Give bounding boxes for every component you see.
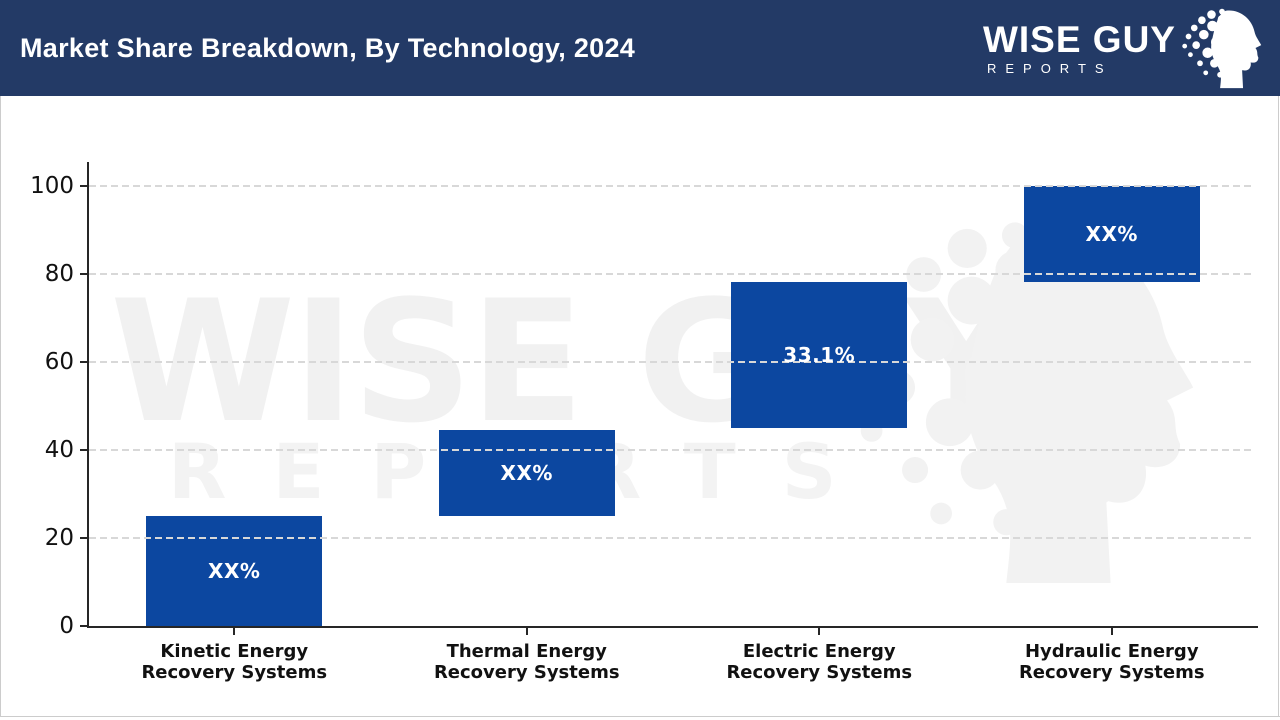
- logo-text: WISE GUY REPORTS: [983, 21, 1176, 75]
- y-tick-label: 80: [44, 261, 74, 287]
- x-category-label: Thermal Energy Recovery Systems: [381, 641, 673, 683]
- x-category-label-line: Recovery Systems: [1018, 662, 1205, 683]
- logo-subtext: REPORTS: [986, 61, 1113, 76]
- x-category-label: Kinetic Energy Recovery Systems: [88, 641, 380, 683]
- x-category-label-line: Recovery Systems: [141, 662, 328, 683]
- x-category-label-line: Electric Energy: [742, 641, 896, 662]
- y-tick-mark: [80, 625, 88, 627]
- bar-3: [731, 282, 908, 428]
- border-right: [1278, 96, 1279, 717]
- y-tick-label: 100: [30, 173, 74, 199]
- y-tick-mark: [80, 185, 88, 187]
- x-category-label-line: Hydraulic Energy: [1024, 641, 1199, 662]
- x-category-label-line: Recovery Systems: [726, 662, 913, 683]
- watermark-head-icon: [834, 222, 1194, 583]
- x-tick-mark: [818, 626, 821, 635]
- wiseguy-logo: WISE GUY REPORTS: [983, 7, 1266, 89]
- x-category-label: Electric Energy Recovery Systems: [673, 641, 965, 683]
- x-tick-mark: [1110, 626, 1113, 635]
- wiseguy-head-icon: [1182, 8, 1262, 89]
- x-category-label-line: Thermal Energy: [446, 641, 607, 662]
- y-tick-label: 40: [44, 437, 74, 463]
- gridline-20: [89, 537, 1252, 539]
- gridline-80: [89, 273, 1252, 275]
- y-tick-label: 0: [59, 613, 74, 639]
- bar-4: [1023, 186, 1200, 283]
- bar-2: [438, 430, 615, 516]
- x-tick-mark: [525, 626, 528, 635]
- y-tick-mark: [80, 537, 88, 539]
- border-left: [0, 96, 1, 717]
- chart-canvas: WISE GUY REPORTS 020406080100XX%Kinetic …: [0, 96, 1280, 720]
- y-tick-mark: [80, 273, 88, 275]
- bar-value-label: XX%: [208, 559, 261, 583]
- y-tick-label: 20: [44, 525, 74, 551]
- x-category-label-line: Recovery Systems: [433, 662, 620, 683]
- y-tick-mark: [80, 361, 88, 363]
- bar-1: [146, 516, 323, 626]
- gridline-60: [89, 361, 1252, 363]
- logo-wordmark: WISE GUY: [982, 19, 1176, 60]
- chart-title: Market Share Breakdown, By Technology, 2…: [20, 32, 636, 63]
- y-tick-label: 60: [44, 349, 74, 375]
- header-banner: Market Share Breakdown, By Technology, 2…: [0, 0, 1280, 96]
- bar-value-label: XX%: [500, 461, 553, 486]
- x-tick-mark: [233, 626, 236, 635]
- x-axis-spine: [87, 626, 1258, 628]
- y-axis-spine: [87, 162, 89, 628]
- border-bottom: [0, 716, 1280, 717]
- bar-value-label: 33.1%: [783, 343, 856, 368]
- gridline-40: [89, 449, 1252, 451]
- bar-value-label: XX%: [1085, 222, 1138, 247]
- x-category-label: Hydraulic Energy Recovery Systems: [966, 641, 1258, 683]
- y-tick-mark: [80, 449, 88, 451]
- x-category-label-line: Kinetic Energy: [160, 641, 309, 662]
- gridline-100: [89, 185, 1252, 187]
